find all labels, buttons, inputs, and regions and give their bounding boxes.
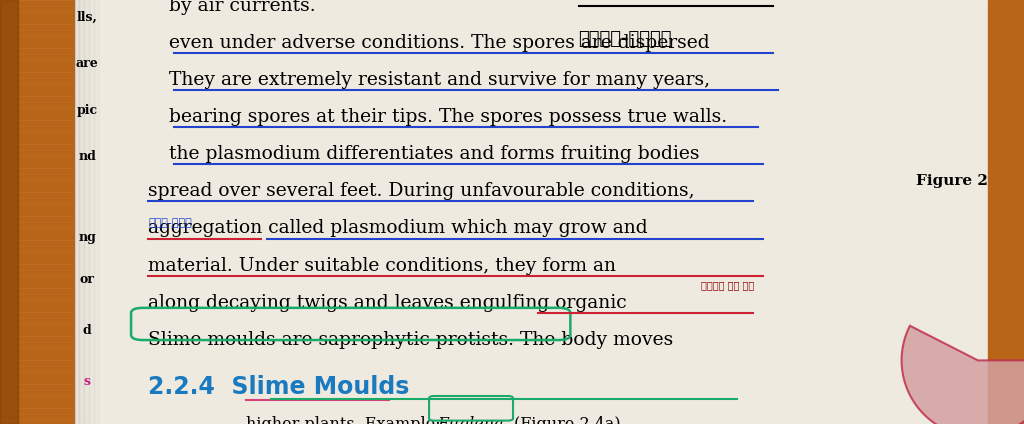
Text: bearing spores at their tips. The spores possess true walls.: bearing spores at their tips. The spores… bbox=[169, 108, 727, 126]
Text: (Figure 2.4a).: (Figure 2.4a). bbox=[514, 416, 626, 424]
Text: Figure 2: Figure 2 bbox=[916, 174, 988, 188]
Polygon shape bbox=[901, 326, 1024, 424]
Text: lls,: lls, bbox=[77, 11, 97, 23]
Bar bbox=[0, 0, 18, 424]
Text: or: or bbox=[80, 273, 94, 286]
Text: d: d bbox=[83, 324, 91, 337]
Text: pic: pic bbox=[77, 104, 97, 117]
Text: फकी-खेत: फकी-खेत bbox=[148, 218, 193, 229]
Text: s: s bbox=[84, 375, 90, 388]
Text: 2.2.4  Slime Moulds: 2.2.4 Slime Moulds bbox=[148, 375, 410, 399]
Text: एपिक मा ति: एपिक मा ति bbox=[701, 280, 755, 290]
Bar bbox=[74, 0, 79, 424]
Text: They are extremely resistant and survive for many years,: They are extremely resistant and survive… bbox=[169, 71, 710, 89]
Text: along decaying twigs and leaves engulfing organic: along decaying twigs and leaves engulfin… bbox=[148, 293, 627, 312]
Text: even under adverse conditions. The spores are dispersed: even under adverse conditions. The spore… bbox=[169, 34, 710, 52]
Text: Slime moulds are saprophytic protists. The body moves: Slime moulds are saprophytic protists. T… bbox=[148, 331, 674, 349]
Bar bbox=[988, 0, 1024, 424]
Text: Euglena: Euglena bbox=[437, 416, 504, 424]
Text: nd: nd bbox=[78, 151, 96, 163]
Text: are: are bbox=[76, 57, 98, 70]
Bar bbox=[84, 0, 89, 424]
Bar bbox=[89, 0, 94, 424]
Bar bbox=[94, 0, 99, 424]
Text: material. Under suitable conditions, they form an: material. Under suitable conditions, the… bbox=[148, 257, 616, 274]
Text: the plasmodium differentiates and forms fruiting bodies: the plasmodium differentiates and forms … bbox=[169, 145, 699, 163]
Text: spread over several feet. During unfavourable conditions,: spread over several feet. During unfavou… bbox=[148, 182, 695, 200]
Bar bbox=[0, 0, 74, 424]
Text: aggregation called plasmodium which may grow and: aggregation called plasmodium which may … bbox=[148, 220, 648, 237]
Text: higher plants. Example:: higher plants. Example: bbox=[246, 416, 440, 424]
Text: ng: ng bbox=[78, 231, 96, 244]
Bar bbox=[79, 0, 84, 424]
Text: by air currents.: by air currents. bbox=[169, 0, 315, 15]
Text: तितर-बितर: तितर-बितर bbox=[579, 30, 672, 47]
